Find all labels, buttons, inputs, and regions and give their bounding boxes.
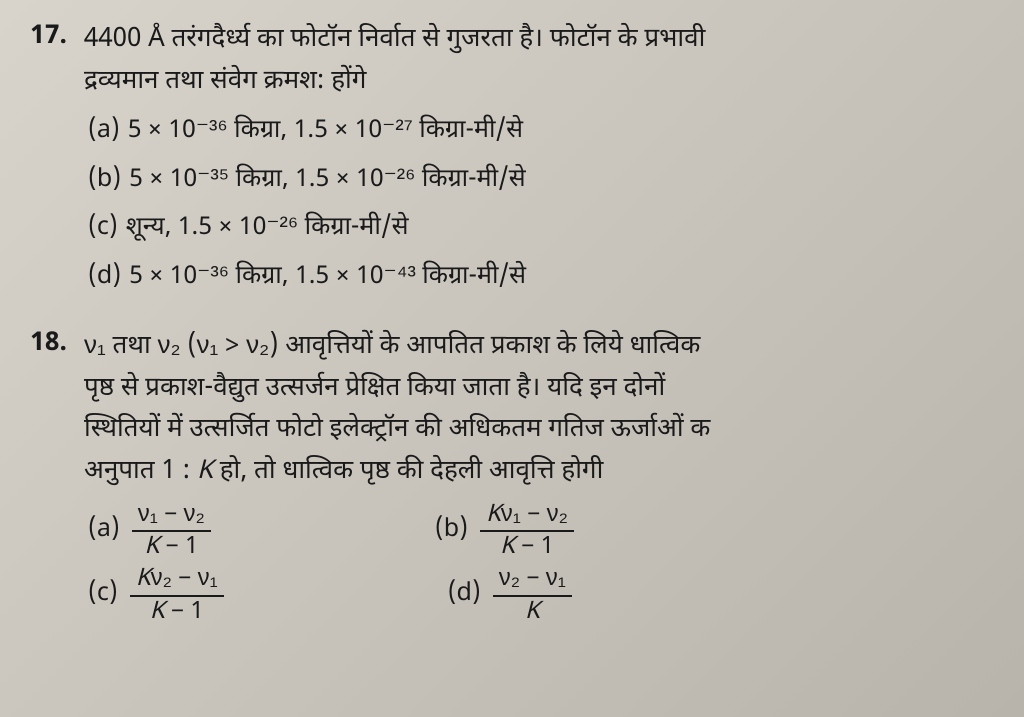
- q18-option-d: (d) ν₂ − ν₁ K: [448, 566, 576, 625]
- den-K: K: [500, 531, 515, 563]
- q17-option-b: (b) 5 × 10⁻³⁵ किग्रा, 1.5 × 10⁻²⁶ किग्रा…: [88, 160, 526, 203]
- q17-line2: द्रव्यमान तथा संवेग क्रमश: होंगे: [84, 65, 366, 99]
- denominator: K − 1: [144, 597, 210, 625]
- option-row: (a) 5 × 10⁻³⁶ किग्रा, 1.5 × 10⁻²⁷ किग्रा…: [88, 111, 994, 154]
- option-row: (a) ν₁ − ν₂ K − 1 (b) Kν₁ − ν₂ K − 1: [88, 502, 994, 561]
- option-row: (b) 5 × 10⁻³⁵ किग्रा, 1.5 × 10⁻²⁶ किग्रा…: [88, 160, 994, 203]
- option-text: 5 × 10⁻³⁶ किग्रा, 1.5 × 10⁻²⁷ किग्रा-मी/…: [128, 111, 523, 154]
- option-label: (d): [448, 574, 481, 617]
- q17-line1: 4400 Å तरंगदैर्ध्य का फोटॉन निर्वात से ग…: [84, 23, 705, 57]
- option-label: (c): [88, 208, 118, 251]
- option-label: (c): [88, 574, 118, 617]
- num-K: K: [136, 563, 151, 595]
- numerator: Kν₂ − ν₁: [130, 566, 224, 596]
- q18-options: (a) ν₁ − ν₂ K − 1 (b) Kν₁ − ν₂ K − 1 (c)…: [88, 502, 994, 626]
- question-number: 18.: [30, 327, 72, 361]
- denominator: K − 1: [138, 532, 204, 560]
- q17-option-a: (a) 5 × 10⁻³⁶ किग्रा, 1.5 × 10⁻²⁷ किग्रा…: [88, 111, 523, 154]
- option-text: शून्य, 1.5 × 10⁻²⁶ किग्रा-मी/से: [126, 208, 409, 251]
- num-rest: ν₂ − ν₁: [151, 563, 218, 595]
- question-18-header: 18. ν₁ तथा ν₂ (ν₁ > ν₂) आवृत्तियों के आप…: [30, 327, 994, 493]
- question-18: 18. ν₁ तथा ν₂ (ν₁ > ν₂) आवृत्तियों के आप…: [30, 327, 994, 625]
- num-K: K: [486, 499, 501, 531]
- q18-option-b: (b) Kν₁ − ν₂ K − 1: [435, 502, 578, 561]
- den-K: K: [150, 596, 165, 628]
- option-label: (b): [88, 160, 121, 203]
- option-text: 5 × 10⁻³⁵ किग्रा, 1.5 × 10⁻²⁶ किग्रा-मी/…: [129, 160, 526, 203]
- num-rest: ν₁ − ν₂: [501, 499, 568, 531]
- den-rest: − 1: [159, 531, 198, 563]
- numerator: ν₁ − ν₂: [132, 502, 211, 532]
- option-label: (a): [88, 111, 120, 154]
- question-17: 17. 4400 Å तरंगदैर्ध्य का फोटॉन निर्वात …: [30, 20, 994, 299]
- q18-line4-p2: हो, तो धात्विक पृष्ठ की देहली आवृत्ति हो…: [213, 455, 603, 489]
- option-row: (d) 5 × 10⁻³⁶ किग्रा, 1.5 × 10⁻⁴³ किग्रा…: [88, 257, 994, 300]
- q18-line1: ν₁ तथा ν₂ (ν₁ > ν₂) आवृत्तियों के आपतित …: [84, 330, 700, 364]
- question-text: ν₁ तथा ν₂ (ν₁ > ν₂) आवृत्तियों के आपतित …: [84, 327, 994, 493]
- denominator: K: [519, 597, 546, 625]
- option-label: (d): [88, 257, 121, 300]
- q17-option-c: (c) शून्य, 1.5 × 10⁻²⁶ किग्रा-मी/से: [88, 208, 408, 251]
- option-label: (a): [88, 510, 120, 553]
- fraction: Kν₁ − ν₂ K − 1: [480, 502, 574, 561]
- den-rest: − 1: [165, 596, 204, 628]
- option-text: 5 × 10⁻³⁶ किग्रा, 1.5 × 10⁻⁴³ किग्रा-मी/…: [129, 257, 526, 300]
- q18-line4-p1: अनुपात 1 :: [84, 455, 197, 489]
- den-K: K: [144, 531, 159, 563]
- question-17-header: 17. 4400 Å तरंगदैर्ध्य का फोटॉन निर्वात …: [30, 20, 994, 103]
- q18-line2: पृष्ठ से प्रकाश-वैद्युत उत्सर्जन प्रेक्ष…: [84, 372, 665, 406]
- q18-line4-K: K: [197, 455, 213, 489]
- q18-option-a: (a) ν₁ − ν₂ K − 1: [88, 502, 215, 561]
- option-label: (b): [435, 510, 468, 553]
- fraction: Kν₂ − ν₁ K − 1: [130, 566, 224, 625]
- q17-options: (a) 5 × 10⁻³⁶ किग्रा, 1.5 × 10⁻²⁷ किग्रा…: [88, 111, 994, 299]
- option-row: (c) Kν₂ − ν₁ K − 1 (d) ν₂ − ν₁ K: [88, 566, 994, 625]
- q18-option-c: (c) Kν₂ − ν₁ K − 1: [88, 566, 228, 625]
- fraction: ν₂ − ν₁ K: [493, 566, 572, 625]
- question-text: 4400 Å तरंगदैर्ध्य का फोटॉन निर्वात से ग…: [84, 20, 994, 103]
- numerator: ν₂ − ν₁: [493, 566, 572, 596]
- q18-line3: स्थितियों में उत्सर्जित फोटो इलेक्ट्रॉन …: [84, 413, 710, 447]
- den-rest: − 1: [515, 531, 554, 563]
- denominator: K − 1: [494, 532, 560, 560]
- numerator: Kν₁ − ν₂: [480, 502, 574, 532]
- option-row: (c) शून्य, 1.5 × 10⁻²⁶ किग्रा-मी/से: [88, 208, 994, 251]
- fraction: ν₁ − ν₂ K − 1: [132, 502, 211, 561]
- question-number: 17.: [30, 20, 72, 54]
- q17-option-d: (d) 5 × 10⁻³⁶ किग्रा, 1.5 × 10⁻⁴³ किग्रा…: [88, 257, 526, 300]
